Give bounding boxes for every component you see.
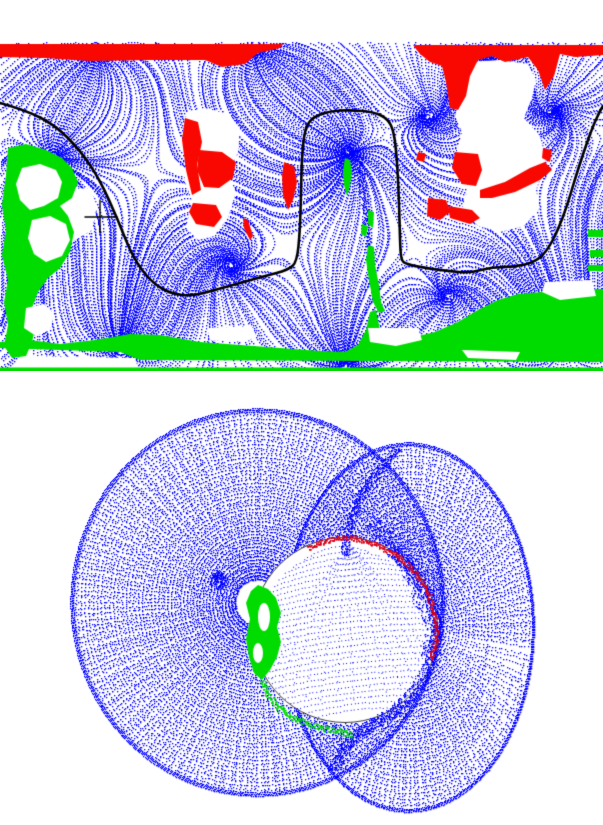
field-map-panel: [0, 40, 603, 371]
field-3d-panel: [0, 395, 603, 825]
